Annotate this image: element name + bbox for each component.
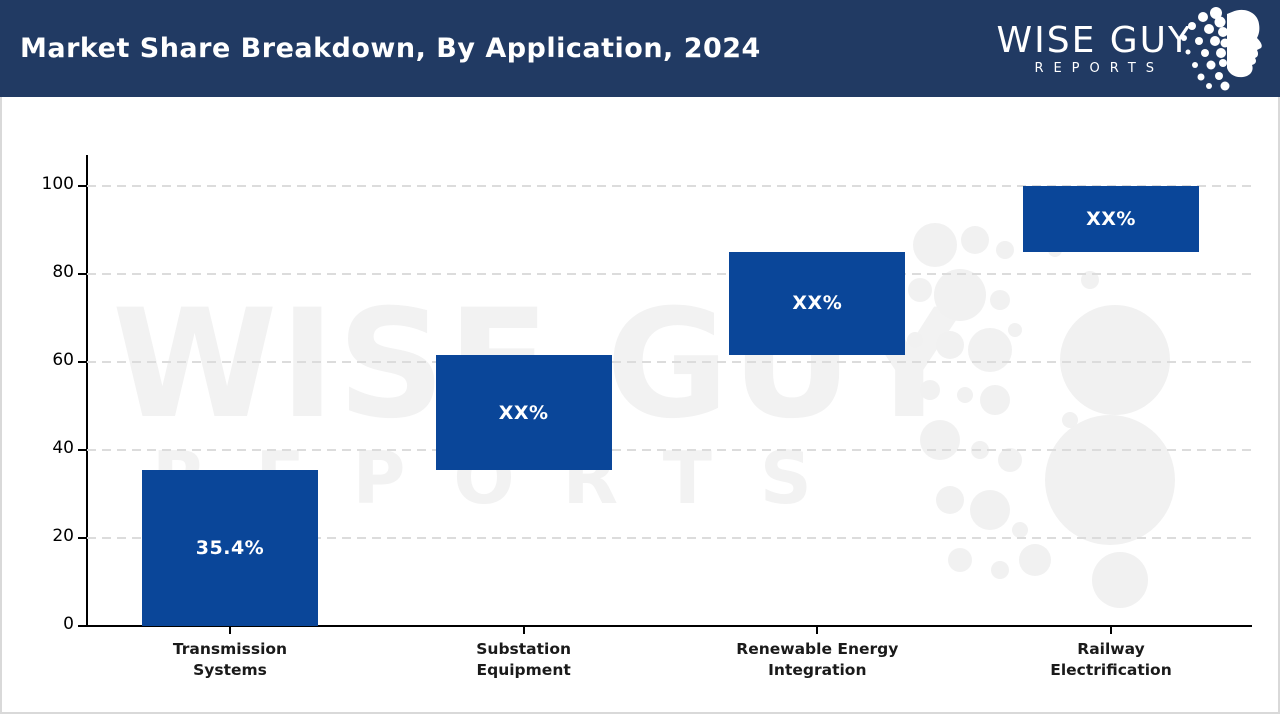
- page-title: Market Share Breakdown, By Application, …: [20, 33, 761, 64]
- y-axis-tick: [78, 537, 86, 539]
- waterfall-bar: XX%: [435, 354, 612, 471]
- x-category-label: Substation Equipment: [476, 640, 572, 679]
- waterfall-bar: XX%: [1023, 186, 1199, 252]
- grid-line: [87, 273, 1252, 275]
- logo-wordmark: WISE GUY: [996, 19, 1192, 61]
- y-tick-label: 40: [52, 438, 74, 458]
- y-tick-label: 20: [52, 526, 74, 546]
- grid-line: [87, 537, 1252, 539]
- y-tick-label: 80: [52, 262, 74, 282]
- y-tick-label: 100: [41, 174, 74, 194]
- y-tick-label: 0: [63, 614, 74, 634]
- waterfall-bar: 35.4%: [142, 470, 318, 626]
- y-tick-label: 60: [52, 350, 74, 370]
- y-axis-tick: [78, 185, 86, 187]
- header-bar: Market Share Breakdown, By Application, …: [0, 0, 1280, 97]
- x-category-label: Railway Electrification: [1050, 640, 1172, 679]
- logo-head-icon: [1181, 6, 1262, 90]
- bar-value-label: XX%: [1086, 208, 1136, 230]
- grid-line: [87, 185, 1252, 187]
- logo-text: WISE GUY REPORTS: [996, 19, 1193, 76]
- x-category-label: Transmission Systems: [172, 640, 288, 679]
- waterfall-bar: XX%: [729, 252, 906, 355]
- x-axis-tick: [522, 627, 525, 634]
- x-axis-line: [86, 625, 1252, 627]
- x-axis-tick: [1110, 627, 1112, 634]
- bar-value-label: XX%: [498, 401, 549, 424]
- x-axis-tick: [229, 627, 231, 634]
- x-category-label: Renewable Energy Integration: [736, 640, 899, 679]
- wise-guy-logo: WISE GUY REPORTS: [997, 6, 1267, 92]
- y-axis-tick: [78, 625, 86, 627]
- bar-value-label: XX%: [792, 292, 843, 315]
- watermark-head-dots: [907, 223, 1175, 608]
- x-axis-tick: [816, 627, 819, 634]
- logo-subtitle: REPORTS: [1034, 60, 1165, 76]
- grid-line: [87, 449, 1252, 451]
- grid-line: [87, 361, 1252, 363]
- y-axis-tick: [78, 273, 86, 275]
- y-axis-line: [86, 155, 88, 627]
- y-axis-tick: [78, 361, 86, 363]
- y-axis-tick: [78, 449, 86, 451]
- bar-value-label: 35.4%: [195, 537, 265, 560]
